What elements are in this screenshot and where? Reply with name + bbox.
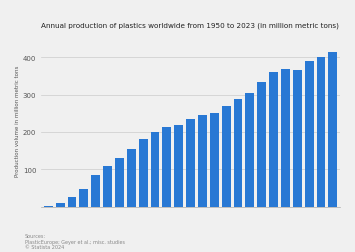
Text: Sources:
PlasticEurope; Geyer et al.; misc. studies
© Statista 2024: Sources: PlasticEurope; Geyer et al.; mi… — [25, 233, 125, 249]
Bar — [56, 203, 65, 207]
Bar — [305, 62, 313, 207]
Bar — [317, 58, 326, 207]
Bar — [67, 198, 76, 207]
Bar — [103, 166, 112, 207]
Bar — [293, 70, 302, 207]
Bar — [127, 149, 136, 207]
Bar — [328, 53, 337, 207]
Bar — [186, 119, 195, 207]
Bar — [162, 128, 171, 207]
Bar — [198, 116, 207, 207]
Bar — [91, 175, 100, 207]
Bar — [139, 140, 148, 207]
Bar — [151, 133, 159, 207]
Bar — [234, 100, 242, 207]
Bar — [210, 114, 219, 207]
Bar — [257, 82, 266, 207]
Y-axis label: Production volume in million metric tons: Production volume in million metric tons — [15, 66, 20, 177]
Bar — [174, 126, 183, 207]
Bar — [222, 106, 231, 207]
Bar — [80, 189, 88, 207]
Bar — [281, 70, 290, 207]
Bar — [115, 159, 124, 207]
Bar — [245, 93, 254, 207]
Bar — [44, 206, 53, 207]
Text: Annual production of plastics worldwide from 1950 to 2023 (in million metric ton: Annual production of plastics worldwide … — [41, 22, 339, 29]
Bar — [269, 73, 278, 207]
